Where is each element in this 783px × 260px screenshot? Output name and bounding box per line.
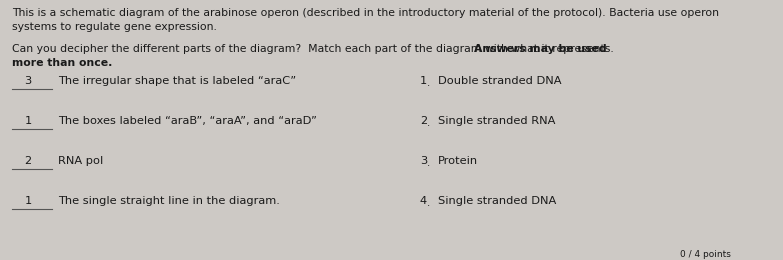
Text: Single stranded RNA: Single stranded RNA xyxy=(438,116,555,126)
Text: 1: 1 xyxy=(24,116,31,126)
Text: Answers may be used: Answers may be used xyxy=(474,44,607,54)
Text: RNA pol: RNA pol xyxy=(58,156,103,166)
Text: 3: 3 xyxy=(420,156,428,166)
Text: 1: 1 xyxy=(420,76,428,86)
Text: This is a schematic diagram of the arabinose operon (described in the introducto: This is a schematic diagram of the arabi… xyxy=(12,8,719,18)
Text: .: . xyxy=(427,118,430,128)
Text: 4: 4 xyxy=(420,196,427,206)
Text: 0 / 4 points: 0 / 4 points xyxy=(680,250,731,259)
Text: The single straight line in the diagram.: The single straight line in the diagram. xyxy=(58,196,280,206)
Text: Double stranded DNA: Double stranded DNA xyxy=(438,76,561,86)
Text: The boxes labeled “araB”, “araA”, and “araD”: The boxes labeled “araB”, “araA”, and “a… xyxy=(58,116,317,126)
Text: systems to regulate gene expression.: systems to regulate gene expression. xyxy=(12,22,217,32)
Text: Can you decipher the different parts of the diagram?  Match each part of the dia: Can you decipher the different parts of … xyxy=(12,44,617,54)
Text: 2: 2 xyxy=(24,156,31,166)
Text: 2: 2 xyxy=(420,116,427,126)
Text: 3: 3 xyxy=(24,76,31,86)
Text: .: . xyxy=(427,198,430,208)
Text: Single stranded DNA: Single stranded DNA xyxy=(438,196,556,206)
Text: more than once.: more than once. xyxy=(12,58,113,68)
Text: Protein: Protein xyxy=(438,156,478,166)
Text: 1: 1 xyxy=(24,196,31,206)
Text: The irregular shape that is labeled “araC”: The irregular shape that is labeled “ara… xyxy=(58,76,296,86)
Text: .: . xyxy=(427,78,430,88)
Text: .: . xyxy=(427,158,430,168)
